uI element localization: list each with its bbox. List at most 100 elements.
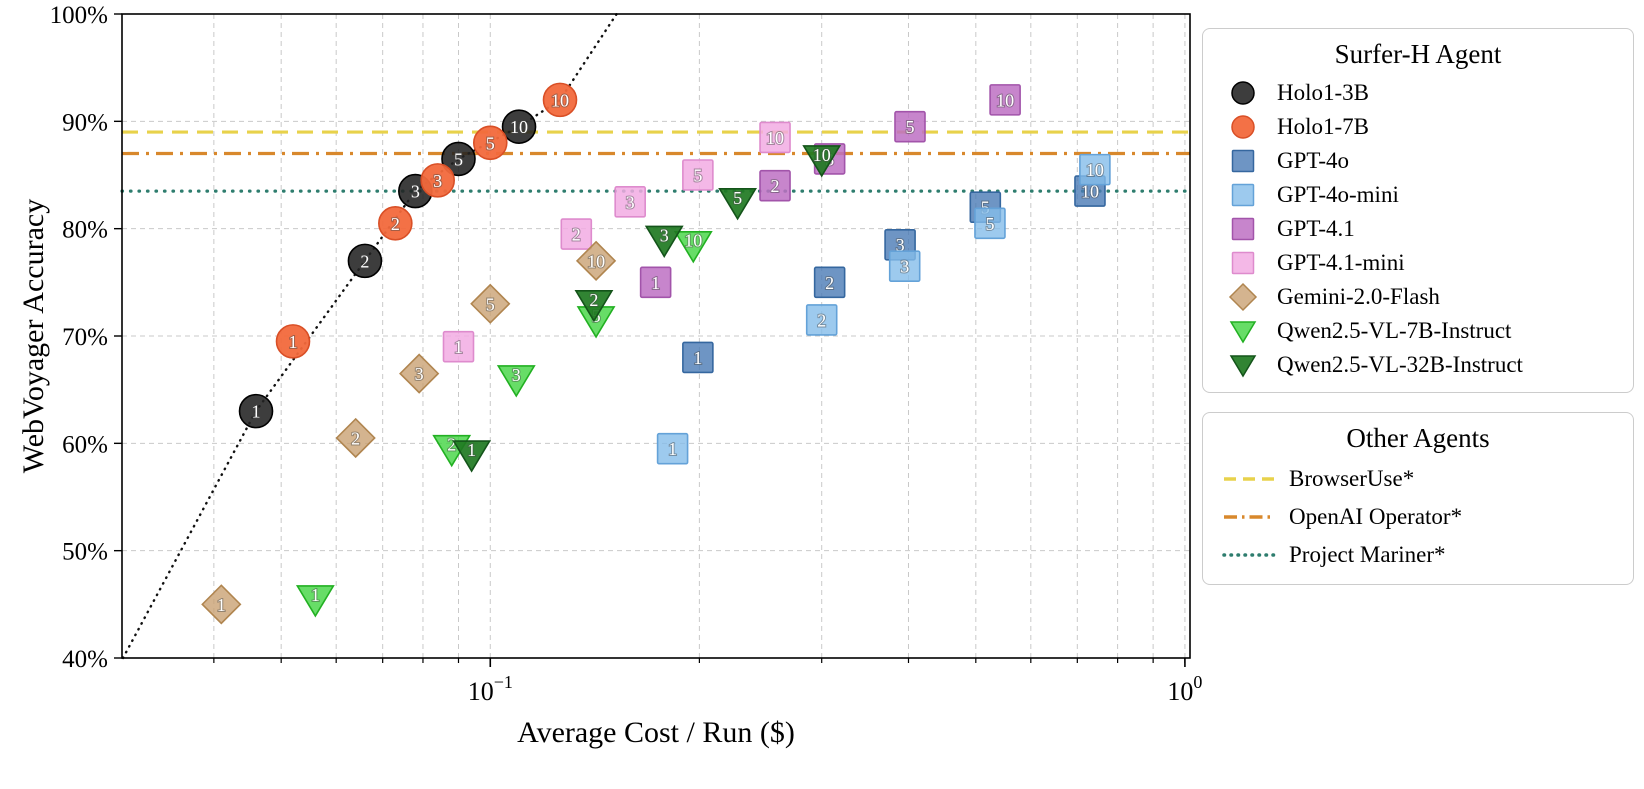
legend-item-label: OpenAI Operator* (1289, 504, 1463, 529)
marker-label: 10 (587, 251, 605, 271)
marker-holo1-7b-2 (378, 206, 413, 241)
marker-gpt-4-1-mini-5 (682, 159, 714, 191)
marker-label: 1 (454, 337, 463, 357)
legend-item-gemini-2-0-flash: Gemini-2.0-Flash (1219, 280, 1617, 314)
marker-label: 1 (252, 402, 261, 422)
legend-surfer-h-items: Holo1-3B Holo1-7B GPT-4o GPT-4o-mini GPT-4.1… (1219, 76, 1617, 382)
square-marker-icon (1219, 146, 1267, 176)
marker-label: 5 (733, 188, 742, 208)
marker-label: 1 (311, 585, 320, 605)
marker-label: 2 (817, 310, 826, 330)
marker-label: 3 (411, 182, 420, 202)
marker-gemini-2-0-flash-2 (335, 417, 376, 459)
marker-label: 3 (433, 171, 442, 191)
marker-label: 2 (589, 290, 598, 310)
dashdot-line-icon (1219, 502, 1279, 532)
marker-gemini-2-0-flash-10 (575, 240, 617, 281)
marker-holo1-7b-1 (275, 324, 311, 359)
legend-item-qwen2-5-vl-32b-instruct: Qwen2.5-VL-32B-Instruct (1219, 348, 1617, 382)
marker-label: 1 (651, 273, 660, 293)
legend-item-browseruse: BrowserUse* (1219, 460, 1617, 498)
legend-item-openai-operator: OpenAI Operator* (1219, 498, 1617, 536)
marker-gpt-4o-mini-2 (805, 304, 838, 336)
marker-gpt-4-1-1 (639, 266, 672, 299)
marker-label: 5 (486, 133, 495, 153)
marker-label: 10 (813, 145, 831, 165)
marker-holo1-3b-2 (347, 243, 383, 279)
legend-item-label: GPT-4.1 (1277, 216, 1355, 241)
marker-label: 2 (351, 428, 360, 448)
legend-item-holo1-3b: Holo1-3B (1219, 76, 1617, 110)
reference-lines (120, 130, 1192, 193)
marker-label: 2 (360, 251, 369, 271)
marker-gpt-4-1-mini-2 (560, 218, 593, 250)
marker-holo1-7b-10 (542, 82, 578, 118)
legend-item-gpt-4-1-mini: GPT-4.1-mini (1219, 246, 1617, 280)
marker-gpt-4-1-mini-1 (442, 330, 475, 363)
legend-other-agents: Other Agents BrowserUse* OpenAI Operator*… (1202, 412, 1634, 585)
legend-other-title: Other Agents (1346, 423, 1490, 453)
marker-qwen2-5-vl-7b-instruct-1 (295, 585, 335, 618)
marker-holo1-3b-1 (238, 393, 274, 429)
marker-label: 2 (391, 214, 400, 234)
series-qwen2-5-vl-32b-instruct: 1 2 3 5 10 (452, 144, 842, 473)
x-tick-label: 100 (1167, 672, 1202, 706)
triangle-down-marker-icon (1219, 316, 1267, 346)
marker-label: 1 (289, 332, 298, 352)
marker-qwen2-5-vl-7b-instruct-3 (496, 365, 536, 398)
legend-item-holo1-7b: Holo1-7B (1219, 110, 1617, 144)
marker-gpt-4o-1 (682, 341, 714, 374)
marker-gpt-4o-mini-1 (656, 432, 689, 465)
legend-item-gpt-4o: GPT-4o (1219, 144, 1617, 178)
legend-surfer-h-title: Surfer-H Agent (1334, 39, 1502, 69)
marker-qwen2-5-vl-32b-instruct-3 (644, 225, 684, 258)
square-marker-icon (1219, 214, 1267, 244)
legend-item-gpt-4-1: GPT-4.1 (1219, 212, 1617, 246)
marker-holo1-3b-5 (441, 141, 476, 177)
legend-item-label: Holo1-7B (1277, 114, 1369, 139)
marker-label: 5 (905, 117, 914, 137)
legend-surfer-h-agent: Surfer-H Agent Holo1-3B Holo1-7B GPT-4o GPT… (1202, 28, 1634, 393)
marker-gemini-2-0-flash-3 (399, 353, 440, 394)
y-axis-title: WebVoyager Accuracy (17, 198, 50, 474)
marker-label: 1 (467, 440, 476, 460)
legend-item-label: GPT-4o-mini (1277, 182, 1399, 207)
marker-label: 5 (454, 149, 463, 169)
square-marker-icon (1219, 248, 1267, 278)
plot-border (121, 13, 1191, 659)
circle-marker-icon (1219, 78, 1267, 108)
series-gpt-4-1-mini: 1 2 3 5 10 (442, 121, 791, 363)
marker-label: 2 (447, 435, 456, 455)
x-axis-title: Average Cost / Run ($) (517, 716, 795, 749)
marker-gpt-4-1-mini-3 (614, 186, 646, 218)
marker-gemini-2-0-flash-5 (470, 283, 511, 324)
y-tick-label: 40% (62, 646, 108, 673)
y-tick-label: 70% (62, 324, 108, 351)
dashed-line-icon (1219, 464, 1279, 494)
dotted-line-icon (1219, 540, 1279, 570)
legend-item-label: Qwen2.5-VL-7B-Instruct (1277, 318, 1512, 343)
marker-gpt-4o-mini-10 (1079, 153, 1111, 186)
x-tick-label: 10−1 (468, 672, 513, 706)
legend-item-label: Qwen2.5-VL-32B-Instruct (1277, 352, 1523, 377)
marker-gpt-4o-mini-5 (974, 207, 1006, 240)
legend-item-label: BrowserUse* (1289, 466, 1415, 491)
marker-label: 10 (684, 231, 702, 251)
legend-item-label: GPT-4o (1277, 148, 1349, 173)
marker-label: 2 (771, 176, 780, 196)
marker-qwen2-5-vl-32b-instruct-2 (574, 290, 614, 323)
series-gpt-4o-mini: 1 2 3 5 10 (656, 153, 1111, 465)
legend-item-qwen2-5-vl-7b-instruct: Qwen2.5-VL-7B-Instruct (1219, 314, 1617, 348)
marker-qwen2-5-vl-32b-instruct-1 (452, 440, 492, 473)
marker-label: 3 (512, 365, 521, 385)
marker-label: 2 (572, 225, 581, 245)
circle-marker-icon (1219, 112, 1267, 142)
marker-holo1-7b-5 (472, 125, 508, 161)
square-marker-icon (1219, 180, 1267, 210)
marker-label: 3 (415, 364, 424, 384)
marker-label: 10 (1086, 160, 1104, 180)
marker-gemini-2-0-flash-1 (201, 584, 242, 625)
